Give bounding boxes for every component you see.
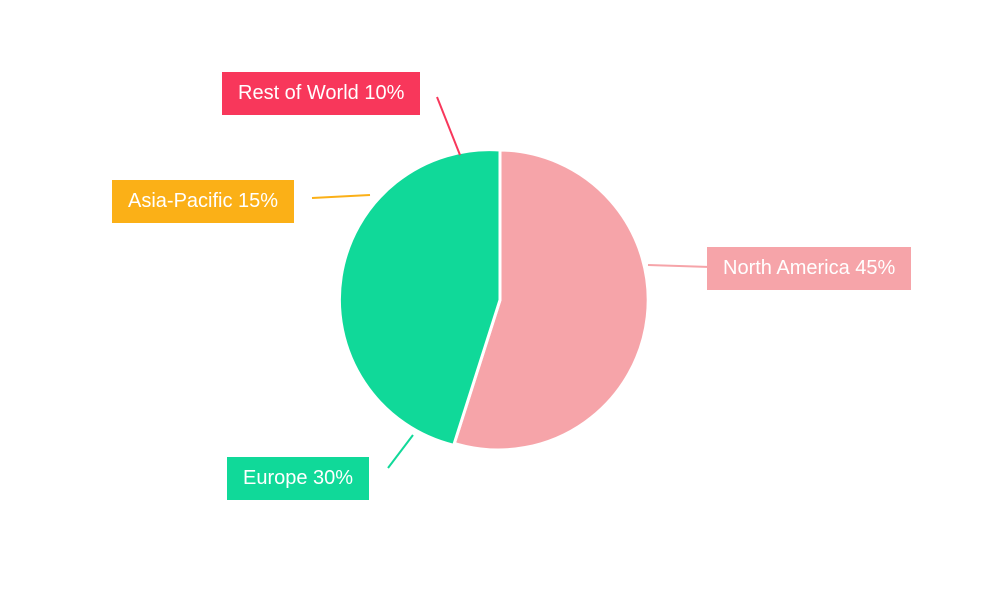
label-europe[interactable]: Europe 30% [227, 457, 369, 500]
leader-line-europe [388, 435, 413, 468]
label-text-europe: Europe 30% [243, 467, 353, 490]
label-asia-pacific[interactable]: Asia-Pacific 15% [112, 180, 294, 223]
label-text-asia-pacific: Asia-Pacific 15% [128, 190, 278, 213]
leader-line-asia-pacific [312, 195, 370, 198]
label-text-rest-of-world: Rest of World 10% [238, 82, 404, 105]
label-rest-of-world[interactable]: Rest of World 10% [222, 72, 420, 115]
label-north-america[interactable]: North America 45% [707, 247, 911, 290]
leader-line-rest-of-world [437, 97, 460, 155]
pie-chart-container: North America 45% Rest of World 10% Asia… [0, 0, 1000, 600]
pie-chart-svg [0, 0, 1000, 600]
label-text-north-america: North America 45% [723, 257, 895, 280]
leader-line-north-america [648, 265, 710, 267]
